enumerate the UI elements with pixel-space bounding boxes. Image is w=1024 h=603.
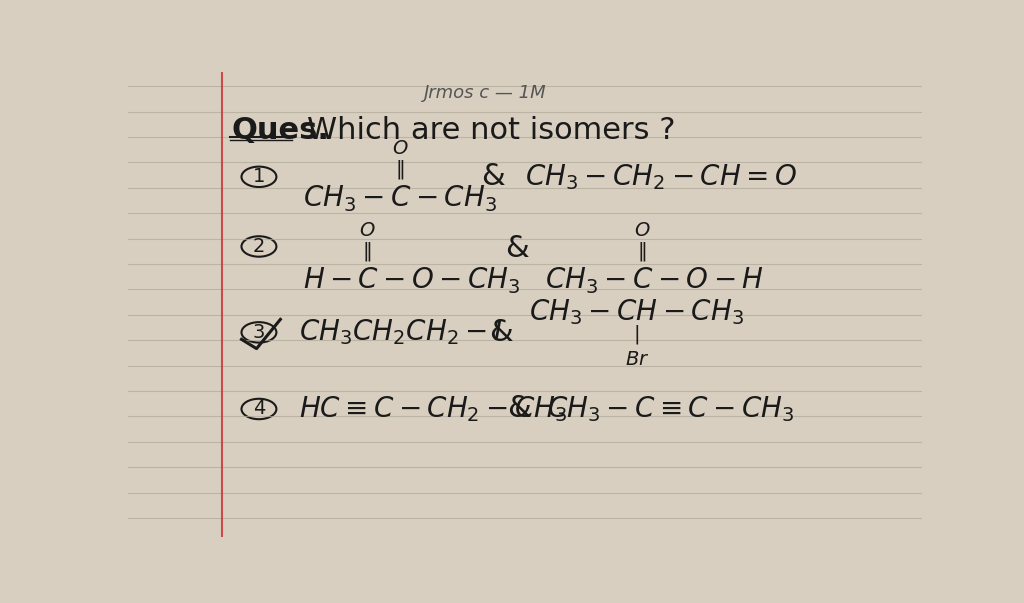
Text: $CH_3-C\equiv C-CH_3$: $CH_3-C\equiv C-CH_3$ [547,394,795,424]
Text: $CH_3CH_2CH_2-I$: $CH_3CH_2CH_2-I$ [299,317,503,347]
Text: $CH_3-CH_2-CH=O$: $CH_3-CH_2-CH=O$ [524,162,797,192]
Text: &: & [505,235,528,264]
Text: $CH_3-\overset{O}{\overset{\|}{C}}-CH_3$: $CH_3-\overset{O}{\overset{\|}{C}}-CH_3$ [303,139,497,215]
Text: Ques.: Ques. [231,116,329,145]
Text: &: & [489,318,513,347]
Text: &: & [507,394,531,423]
Text: $H-\overset{O}{\overset{\|}{C}}-O-CH_3$: $H-\overset{O}{\overset{\|}{C}}-O-CH_3$ [303,221,520,295]
Text: Jrmos c — 1M: Jrmos c — 1M [424,84,547,103]
Text: Which are not isomers ?: Which are not isomers ? [306,116,675,145]
Text: 1: 1 [253,167,265,186]
Text: &: & [481,162,505,191]
Text: 2: 2 [253,237,265,256]
Text: 3: 3 [253,323,265,342]
Text: $HC\equiv C-CH_2-CH_3$: $HC\equiv C-CH_2-CH_3$ [299,394,567,424]
Text: $CH_3-\overset{O}{\overset{\|}{C}}-O-H$: $CH_3-\overset{O}{\overset{\|}{C}}-O-H$ [545,221,764,295]
Text: $CH_3-\underset{Br}{\underset{|}{CH}}-CH_3$: $CH_3-\underset{Br}{\underset{|}{CH}}-CH… [528,297,743,368]
Text: 4: 4 [253,399,265,418]
